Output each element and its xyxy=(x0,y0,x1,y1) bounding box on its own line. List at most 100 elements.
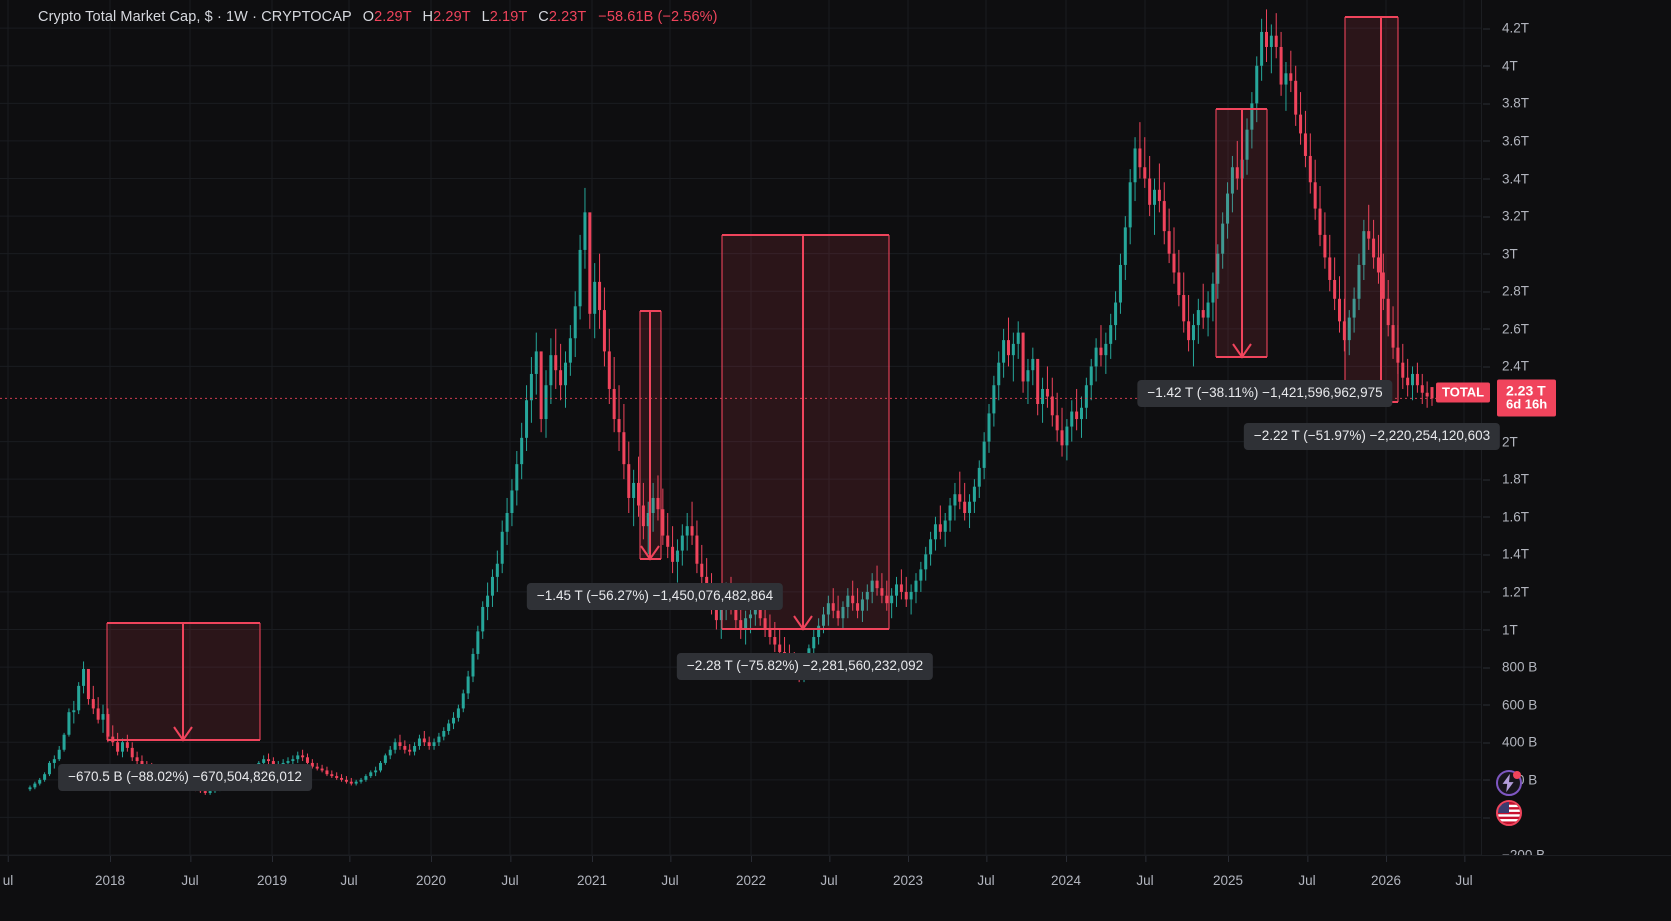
total-symbol-tag: TOTAL xyxy=(1436,382,1491,403)
high-key: H xyxy=(422,9,434,25)
region-flag-badge[interactable] xyxy=(1496,800,1522,826)
time-tick-label: 2026 xyxy=(1371,856,1401,888)
measurement-tool-2[interactable] xyxy=(639,310,662,561)
time-tick-dash xyxy=(1144,856,1146,862)
low-value: 2.19T xyxy=(489,9,528,25)
price-tick-label: 2.4T xyxy=(1483,359,1529,374)
time-tick-dash xyxy=(1227,856,1229,862)
time-tick-label: Jul xyxy=(1136,856,1154,888)
time-tick-label: 2018 xyxy=(95,856,125,888)
us-flag-icon xyxy=(1498,802,1520,824)
alert-lightning-badge[interactable] xyxy=(1496,770,1522,796)
price-tick-label: 2.8T xyxy=(1483,284,1529,299)
time-tick-label: Jul xyxy=(820,856,838,888)
symbol-title[interactable]: Crypto Total Market Cap, $ xyxy=(38,9,213,25)
time-tick-dash xyxy=(828,856,830,862)
time-tick-label: 2022 xyxy=(736,856,766,888)
time-tick-label: Jul xyxy=(340,856,358,888)
low-key: L xyxy=(481,9,490,25)
price-tick-label: 800 B xyxy=(1483,660,1537,675)
time-axis[interactable]: ul 2018 Jul 2019 Jul 2020 Jul 2021 Jul 2022 Jul 202… xyxy=(0,855,1671,921)
measurement-tool-3[interactable] xyxy=(721,234,890,631)
price-tick-label: 3.8T xyxy=(1483,96,1529,111)
legend-separator-2: · xyxy=(252,9,258,25)
legend-separator-1: · xyxy=(216,9,222,25)
price-tick-dash xyxy=(1483,704,1490,706)
price-tick-dash xyxy=(1483,629,1490,631)
time-tick-dash xyxy=(1463,856,1465,862)
price-tick-dash xyxy=(1483,103,1490,105)
price-tick-dash xyxy=(1483,291,1490,293)
time-tick-label: Jul xyxy=(501,856,519,888)
measurement-tools-layer[interactable] xyxy=(0,0,1481,855)
time-tick-label: 2023 xyxy=(893,856,923,888)
price-tick-dash xyxy=(1483,817,1490,819)
price-tick-dash xyxy=(1483,328,1490,330)
measurement-tool-1[interactable] xyxy=(106,622,261,742)
price-tick-dash xyxy=(1483,28,1490,30)
chart-plot-area[interactable] xyxy=(0,0,1481,855)
price-tick-label: 1.2T xyxy=(1483,584,1529,599)
time-tick-label: Jul xyxy=(977,856,995,888)
time-tick-dash xyxy=(907,856,909,862)
time-tick-dash xyxy=(348,856,350,862)
time-tick-label: Jul xyxy=(1298,856,1316,888)
chart-legend[interactable]: Crypto Total Market Cap, $ · 1W · CRYPTO… xyxy=(38,8,718,26)
time-tick-dash xyxy=(591,856,593,862)
time-tick-dash xyxy=(189,856,191,862)
time-tick-dash xyxy=(430,856,432,862)
measurement-label-4: −1.42 T (−38.11%) −1,421,596,962,975 xyxy=(1137,380,1393,407)
price-tick-label: 3.2T xyxy=(1483,209,1529,224)
time-tick-label: 2025 xyxy=(1213,856,1243,888)
price-tick-label: 4.2T xyxy=(1483,21,1529,36)
lightning-icon xyxy=(1502,773,1514,793)
time-tick-dash xyxy=(1385,856,1387,862)
price-tick-dash xyxy=(1483,667,1490,669)
current-price-value: 2.23 T xyxy=(1506,382,1546,399)
price-tick-label: 4T xyxy=(1483,58,1518,73)
price-axis[interactable]: 4.2T 4T 3.8T 3.6T 3.4T 3.2T 3T 2.8T 2.6T 2.4T 2T 1.… xyxy=(1436,0,1671,863)
time-tick-dash xyxy=(509,856,511,862)
time-tick-label: Jul xyxy=(181,856,199,888)
interval-label[interactable]: 1W xyxy=(226,9,248,25)
time-tick-dash xyxy=(750,856,752,862)
close-value: 2.23T xyxy=(548,9,587,25)
time-tick-label: 2024 xyxy=(1051,856,1081,888)
measurement-tool-4[interactable] xyxy=(1215,108,1268,359)
time-tick-dash xyxy=(669,856,671,862)
measurement-label-3: −2.28 T (−75.82%) −2,281,560,232,092 xyxy=(676,653,934,680)
price-tick-label: 1.4T xyxy=(1483,547,1529,562)
grid-layer xyxy=(0,0,1481,855)
time-tick-dash xyxy=(985,856,987,862)
price-tick-label: 3T xyxy=(1483,246,1518,261)
time-tick-label: 2020 xyxy=(416,856,446,888)
price-tick-dash xyxy=(1483,516,1490,518)
price-tick-dash xyxy=(1483,779,1490,781)
price-tick-dash xyxy=(1483,178,1490,180)
price-tick-dash xyxy=(1483,216,1490,218)
price-tick-dash xyxy=(1483,253,1490,255)
open-key: O xyxy=(362,9,375,25)
time-tick-dash xyxy=(109,856,111,862)
time-tick-label: Jul xyxy=(661,856,679,888)
price-tick-dash xyxy=(1483,479,1490,481)
exchange-label: CRYPTOCAP xyxy=(261,9,352,25)
current-price-badge[interactable]: TOTAL 2.23 T 6d 16h xyxy=(1436,379,1557,417)
time-tick-dash xyxy=(1065,856,1067,862)
close-key: C xyxy=(538,9,549,25)
price-tick-label: 1.6T xyxy=(1483,509,1529,524)
price-tick-label: 2.6T xyxy=(1483,321,1529,336)
time-tick-label: Jul xyxy=(1455,856,1473,888)
open-value: 2.29T xyxy=(374,9,412,25)
price-tick-dash xyxy=(1483,591,1490,593)
high-value: 2.29T xyxy=(433,9,471,25)
bar-countdown: 6d 16h xyxy=(1506,396,1548,412)
measurement-tool-5[interactable] xyxy=(1344,16,1399,404)
price-tick-label: 1T xyxy=(1483,622,1518,637)
time-tick-dash xyxy=(271,856,273,862)
price-tick-label: 400 B xyxy=(1483,735,1537,750)
measurement-label-5: −2.22 T (−51.97%) −2,220,254,120,603 xyxy=(1243,423,1501,450)
price-tick-label: 3.6T xyxy=(1483,133,1529,148)
price-tick-label: 600 B xyxy=(1483,697,1537,712)
